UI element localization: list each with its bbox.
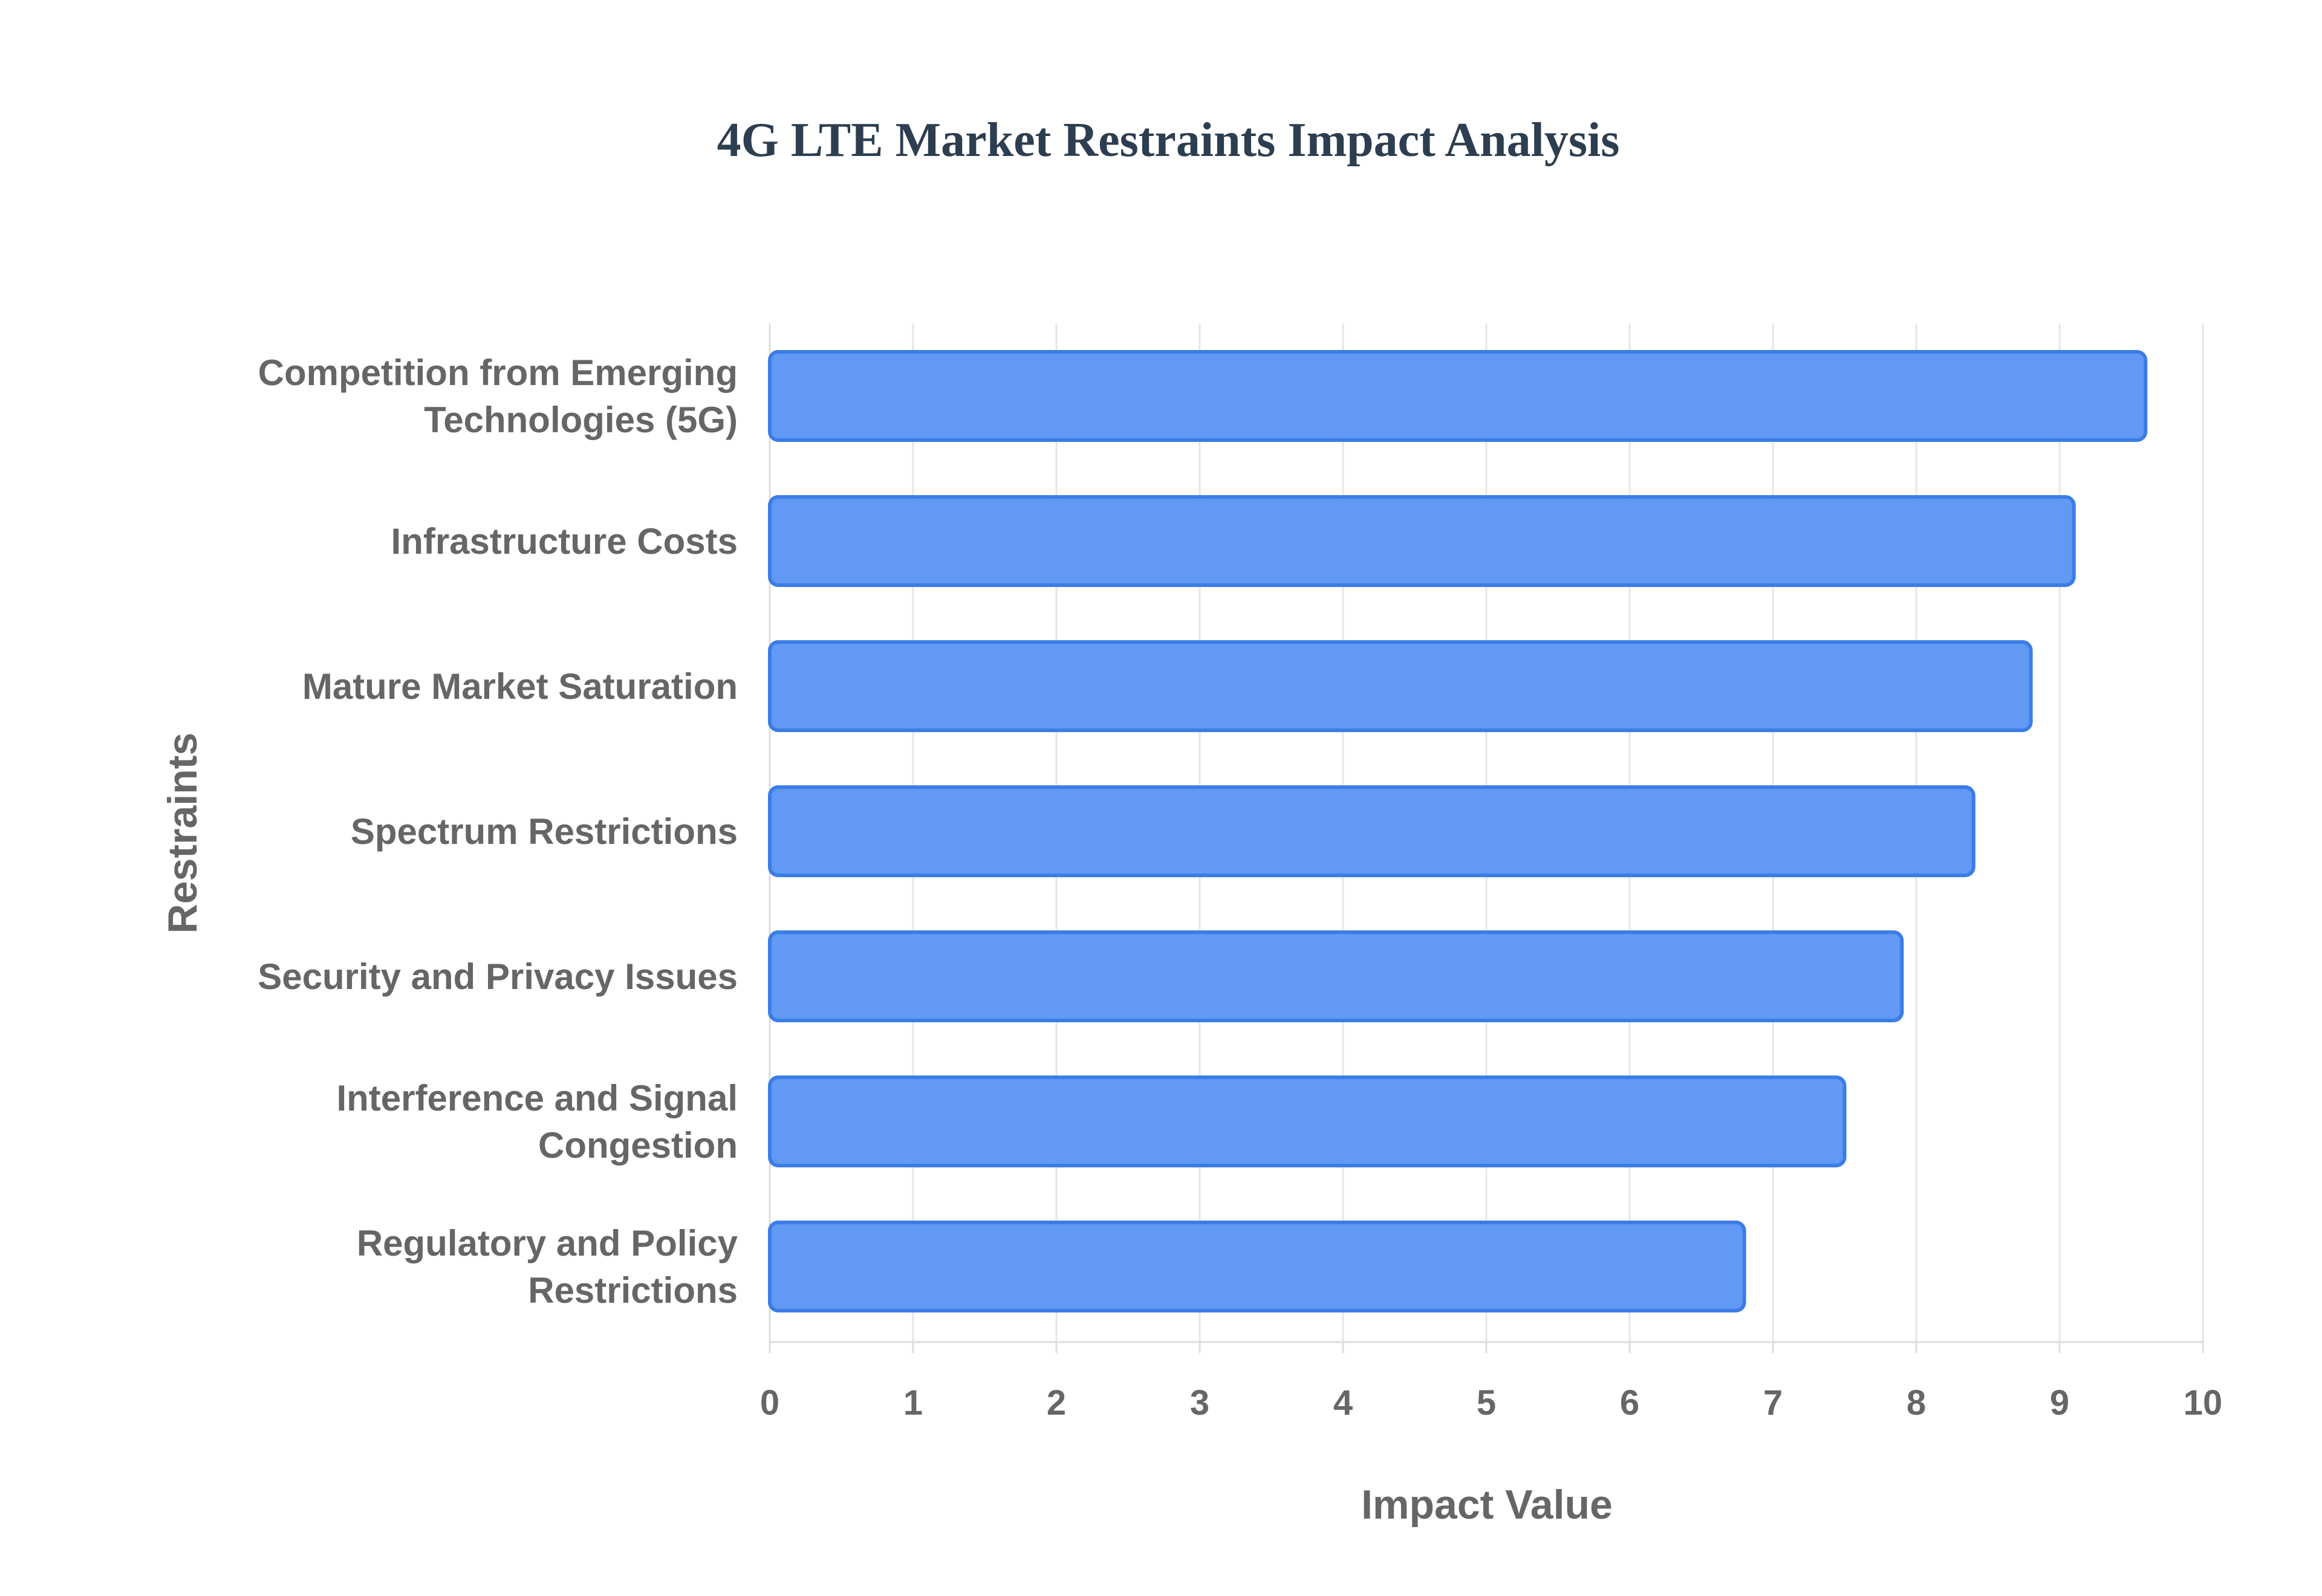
category-label-3: Spectrum Restrictions — [351, 811, 738, 852]
x-tick-label-5: 5 — [1477, 1383, 1496, 1422]
x-tick-label-10: 10 — [2184, 1383, 2223, 1422]
category-label-5-line-1: Congestion — [538, 1125, 738, 1166]
category-label-1-line-0: Infrastructure Costs — [391, 521, 738, 562]
category-label-2: Mature Market Saturation — [302, 666, 738, 707]
bar-4[interactable] — [768, 930, 1904, 1022]
x-tick-label-8: 8 — [1907, 1383, 1926, 1422]
bar-6[interactable] — [768, 1221, 1746, 1312]
category-labels: Competition from Emerging Technologies (5… — [258, 352, 738, 1311]
y-axis-title: Restraints — [160, 733, 206, 934]
bar-0[interactable] — [768, 350, 2148, 442]
bars — [768, 350, 2148, 1312]
x-tick-label-9: 9 — [2050, 1383, 2069, 1422]
bar-3[interactable] — [768, 785, 1976, 877]
category-label-1: Infrastructure Costs — [391, 521, 738, 562]
category-label-4: Security and Privacy Issues — [258, 956, 738, 997]
x-tick-label-7: 7 — [1763, 1383, 1783, 1422]
x-tick-labels: 0 1 2 3 4 5 6 7 8 9 10 — [760, 1383, 2222, 1422]
x-tick-label-2: 2 — [1047, 1383, 1066, 1422]
bar-1[interactable] — [768, 495, 2076, 587]
category-label-6: Regulatory and Policy Restrictions — [357, 1223, 738, 1311]
chart-title: 4G LTE Market Restraints Impact Analysis — [717, 114, 1620, 167]
category-label-5-line-0: Interference and Signal — [336, 1078, 738, 1118]
category-label-0-line-0: Competition from Emerging — [258, 352, 738, 393]
x-tick-label-3: 3 — [1190, 1383, 1209, 1422]
category-label-3-line-0: Spectrum Restrictions — [351, 811, 738, 852]
category-label-0: Competition from Emerging Technologies (5… — [258, 352, 738, 440]
category-label-2-line-0: Mature Market Saturation — [302, 666, 738, 707]
x-tick-label-4: 4 — [1333, 1383, 1353, 1422]
bar-2[interactable] — [768, 640, 2033, 732]
category-label-4-line-0: Security and Privacy Issues — [258, 956, 738, 997]
x-tick-label-0: 0 — [760, 1383, 779, 1422]
category-label-6-line-1: Restrictions — [528, 1270, 738, 1311]
x-axis-title: Impact Value — [1361, 1482, 1613, 1528]
bar-5[interactable] — [768, 1075, 1847, 1167]
x-tick-label-1: 1 — [903, 1383, 923, 1422]
category-label-0-line-1: Technologies (5G) — [424, 400, 738, 440]
category-label-5: Interference and Signal Congestion — [336, 1078, 738, 1166]
x-tick-label-6: 6 — [1620, 1383, 1639, 1422]
category-label-6-line-0: Regulatory and Policy — [357, 1223, 738, 1264]
